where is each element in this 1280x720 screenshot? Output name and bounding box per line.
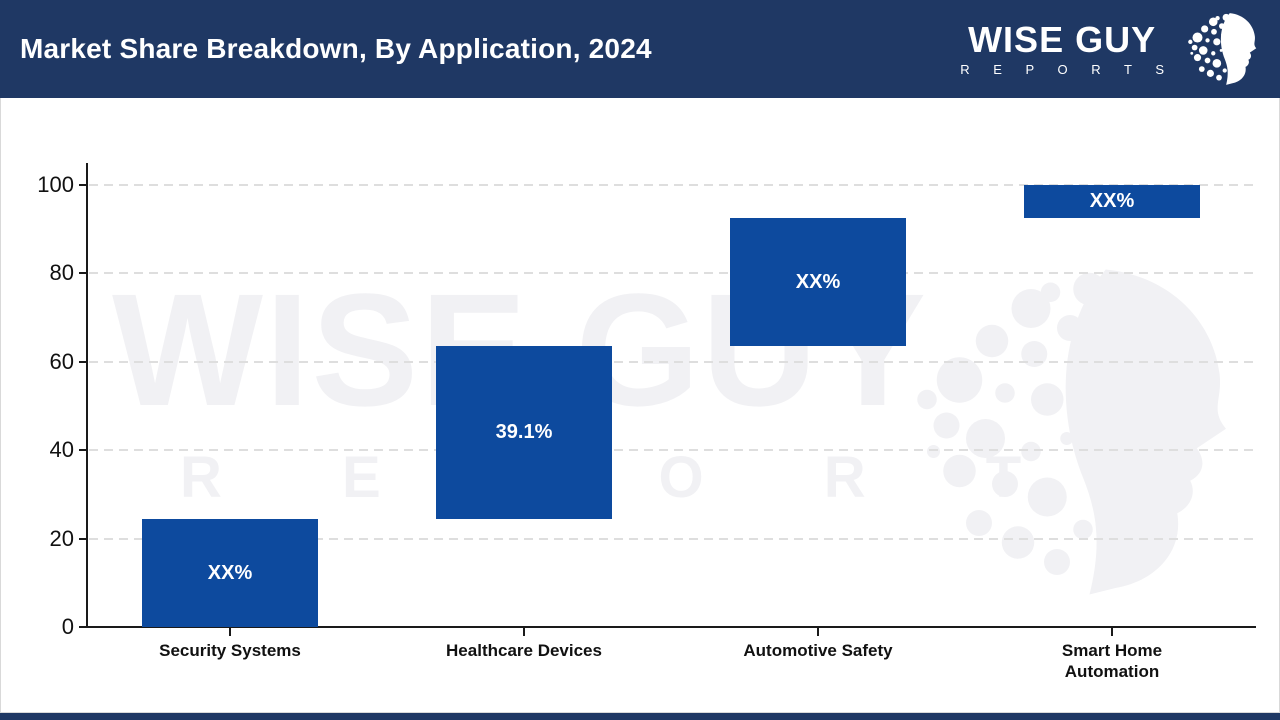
- watermark-head-icon: [917, 269, 1226, 595]
- y-axis-tick: [79, 184, 88, 186]
- y-axis-tick: [79, 272, 88, 275]
- bar: XX%: [1024, 185, 1200, 218]
- gridline: [89, 537, 1256, 540]
- y-axis-tick: [79, 449, 88, 452]
- y-axis-tick-label: 80: [49, 260, 74, 286]
- x-axis-category-label: Automotive Safety: [743, 641, 893, 660]
- bar-value-label: 39.1%: [495, 421, 553, 444]
- logo-text: WISE GUY R E P O R T S: [950, 18, 1174, 77]
- footer-bar: [0, 713, 1280, 720]
- bar-value-label: XX%: [1089, 189, 1135, 212]
- bar: XX%: [142, 519, 318, 627]
- x-axis-tick: [229, 628, 231, 636]
- gridline: [89, 360, 1256, 363]
- x-axis-tick: [817, 628, 819, 636]
- x-axis-category-label: Smart Home Automation: [1061, 641, 1163, 682]
- bar-value-label: XX%: [795, 270, 841, 293]
- x-axis-tick: [523, 628, 525, 636]
- wise-guy-reports-logo: WISE GUY R E P O R T S: [950, 8, 1262, 90]
- logo-subtext: R E P O R T S: [960, 61, 1174, 77]
- y-axis-tick-label: 0: [61, 614, 74, 639]
- page-title: Market Share Breakdown, By Application, …: [20, 33, 652, 64]
- logo-wordmark: WISE GUY: [968, 18, 1157, 60]
- x-axis-category-label: Security Systems: [159, 641, 301, 660]
- gridline: [89, 449, 1256, 452]
- bar: XX%: [730, 217, 906, 347]
- y-axis-tick-label: 60: [49, 348, 74, 374]
- dotted-head-icon: [1188, 13, 1257, 85]
- bar: 39.1%: [436, 346, 612, 520]
- gridline: [89, 184, 1256, 186]
- y-axis-tick: [79, 360, 88, 363]
- y-axis-line: [86, 163, 88, 628]
- gridline: [89, 272, 1256, 275]
- x-axis-line: [83, 626, 1256, 628]
- bar-value-label: XX%: [207, 561, 253, 584]
- y-axis-tick: [79, 537, 88, 540]
- y-axis-tick-label: 40: [49, 437, 74, 463]
- x-axis-tick: [1111, 628, 1113, 636]
- x-axis-category-label: Healthcare Devices: [446, 641, 602, 660]
- header-bar: Market Share Breakdown, By Application, …: [0, 0, 1280, 98]
- y-axis-tick-label: 20: [49, 525, 74, 551]
- y-axis-tick-label: 100: [37, 172, 74, 197]
